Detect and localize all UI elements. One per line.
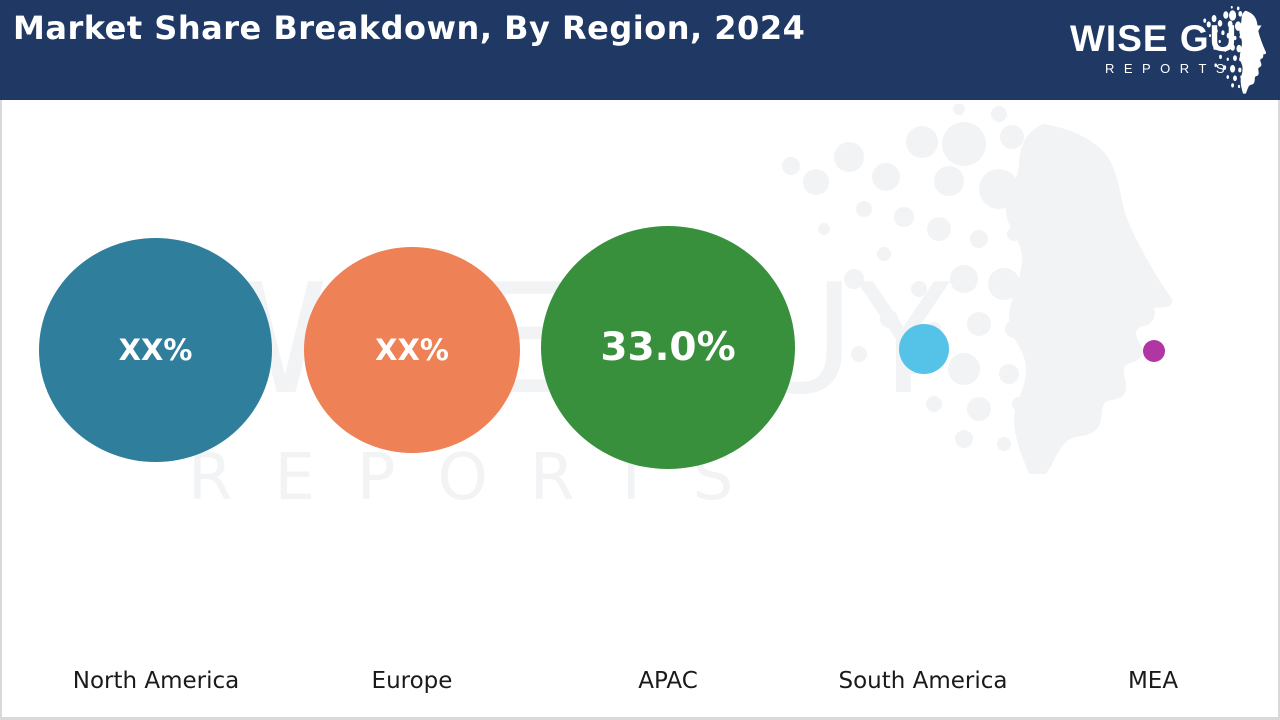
- bubble-europe: XX%: [304, 247, 520, 453]
- dotted-head-icon: [1202, 6, 1268, 96]
- bubble-value-label: XX%: [375, 333, 449, 367]
- bubble-north-america: XX%: [39, 238, 272, 462]
- category-label-europe: Europe: [371, 668, 453, 694]
- bubble-apac: 33.0%: [541, 226, 795, 469]
- bubble-value-label: XX%: [118, 333, 193, 367]
- bubble-value-label: 33.0%: [600, 325, 736, 370]
- category-label-mea: MEA: [1127, 668, 1179, 694]
- logo-tagline: REPORTS: [1104, 60, 1235, 76]
- header-bar: Market Share Breakdown, By Region, 2024 …: [0, 0, 1280, 100]
- bubble-south-america: [899, 324, 949, 374]
- category-label-south-america: South America: [838, 668, 1008, 694]
- category-label-apac: APAC: [638, 668, 698, 694]
- bubble-chart: WISE GUY REPORTS XX% XX% 33.0% North Ame…: [0, 100, 1280, 720]
- wise-guy-logo: WISE GUY REPORTS: [1032, 6, 1272, 98]
- category-label-north-america: North America: [72, 668, 240, 694]
- bubble-mea: [1143, 340, 1165, 362]
- watermark-head-icon: [774, 104, 1184, 484]
- page-title: Market Share Breakdown, By Region, 2024: [13, 9, 806, 47]
